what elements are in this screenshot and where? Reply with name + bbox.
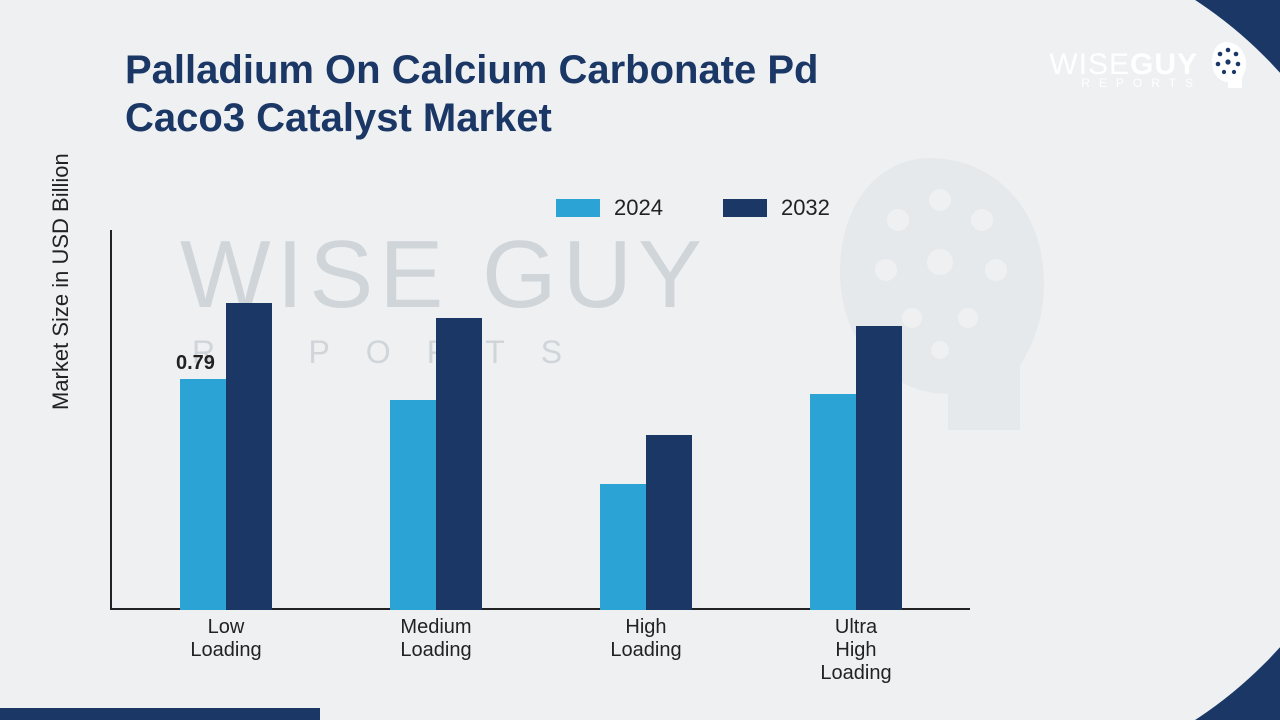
y-axis-line [110,230,112,610]
legend-swatch-2024 [556,199,600,217]
bar-2024 [810,394,856,610]
bottom-accent-strip [0,708,320,720]
legend-item-2024: 2024 [556,195,663,221]
bar-value-label: 0.79 [176,352,215,375]
y-axis-label: Market Size in USD Billion [48,153,74,410]
bar-2032 [436,318,482,610]
bar-2032 [856,326,902,610]
legend-item-2032: 2032 [723,195,830,221]
bar-2024 [600,484,646,610]
legend-label-2032: 2032 [781,195,830,221]
chart-canvas: WISE GUY REPORTS Palladium On Calcium Ca… [0,0,1280,720]
bar-2024 [390,400,436,610]
legend-swatch-2032 [723,199,767,217]
chart-title: Palladium On Calcium Carbonate Pd Caco3 … [125,46,865,142]
bar-2024 [180,379,226,610]
bar-group: HighLoading [600,435,692,610]
brand-head-icon [1206,40,1250,90]
brand-sub: REPORTS [1081,76,1202,90]
bar-2032 [226,303,272,610]
bar-group: MediumLoading [390,318,482,610]
category-label: MediumLoading [356,610,516,662]
category-label: UltraHighLoading [776,610,936,685]
legend: 2024 2032 [556,195,830,221]
category-label: HighLoading [566,610,726,662]
category-label: LowLoading [146,610,306,662]
bar-2032 [646,435,692,610]
bar-group: UltraHighLoading [810,326,902,610]
plot-area: LowLoading0.79 MediumLoading HighLoading Ul… [110,230,970,610]
bar-group: LowLoading0.79 [180,303,272,610]
legend-label-2024: 2024 [614,195,663,221]
